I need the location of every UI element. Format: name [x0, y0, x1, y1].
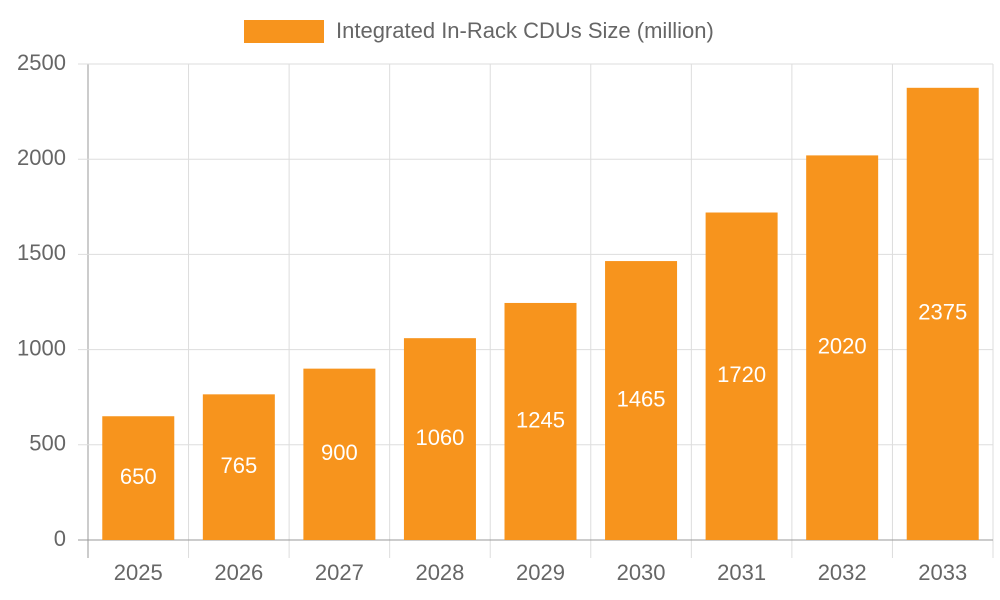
x-tick-label: 2025: [114, 560, 163, 585]
data-label: 1245: [516, 407, 565, 432]
data-label: 1060: [415, 425, 464, 450]
y-tick-label: 500: [29, 431, 66, 456]
legend-label: Integrated In-Rack CDUs Size (million): [336, 18, 714, 43]
x-tick-label: 2032: [818, 560, 867, 585]
bar: [806, 155, 879, 540]
data-label: 765: [220, 453, 257, 478]
bar: [102, 416, 175, 540]
y-tick-label: 1000: [17, 335, 66, 360]
bar: [504, 302, 577, 540]
x-tick-label: 2026: [214, 560, 263, 585]
y-tick-label: 2000: [17, 145, 66, 170]
bar: [906, 87, 979, 541]
data-label: 2020: [818, 334, 867, 359]
x-tick-label: 2028: [415, 560, 464, 585]
x-tick-label: 2033: [918, 560, 967, 585]
y-tick-label: 2500: [17, 50, 66, 75]
bar: [705, 212, 778, 540]
y-tick-label: 0: [54, 526, 66, 551]
data-label: 900: [321, 440, 358, 465]
legend-swatch: [244, 20, 324, 43]
bar: [202, 394, 275, 540]
bar: [605, 261, 678, 540]
x-tick-label: 2027: [315, 560, 364, 585]
x-tick-label: 2029: [516, 560, 565, 585]
x-tick-label: 2031: [717, 560, 766, 585]
bar: [303, 368, 376, 540]
x-tick-label: 2030: [617, 560, 666, 585]
bar: [403, 338, 476, 540]
y-tick-label: 1500: [17, 240, 66, 265]
data-label: 650: [120, 464, 157, 489]
data-label: 2375: [918, 300, 967, 325]
data-label: 1465: [617, 386, 666, 411]
data-label: 1720: [717, 362, 766, 387]
